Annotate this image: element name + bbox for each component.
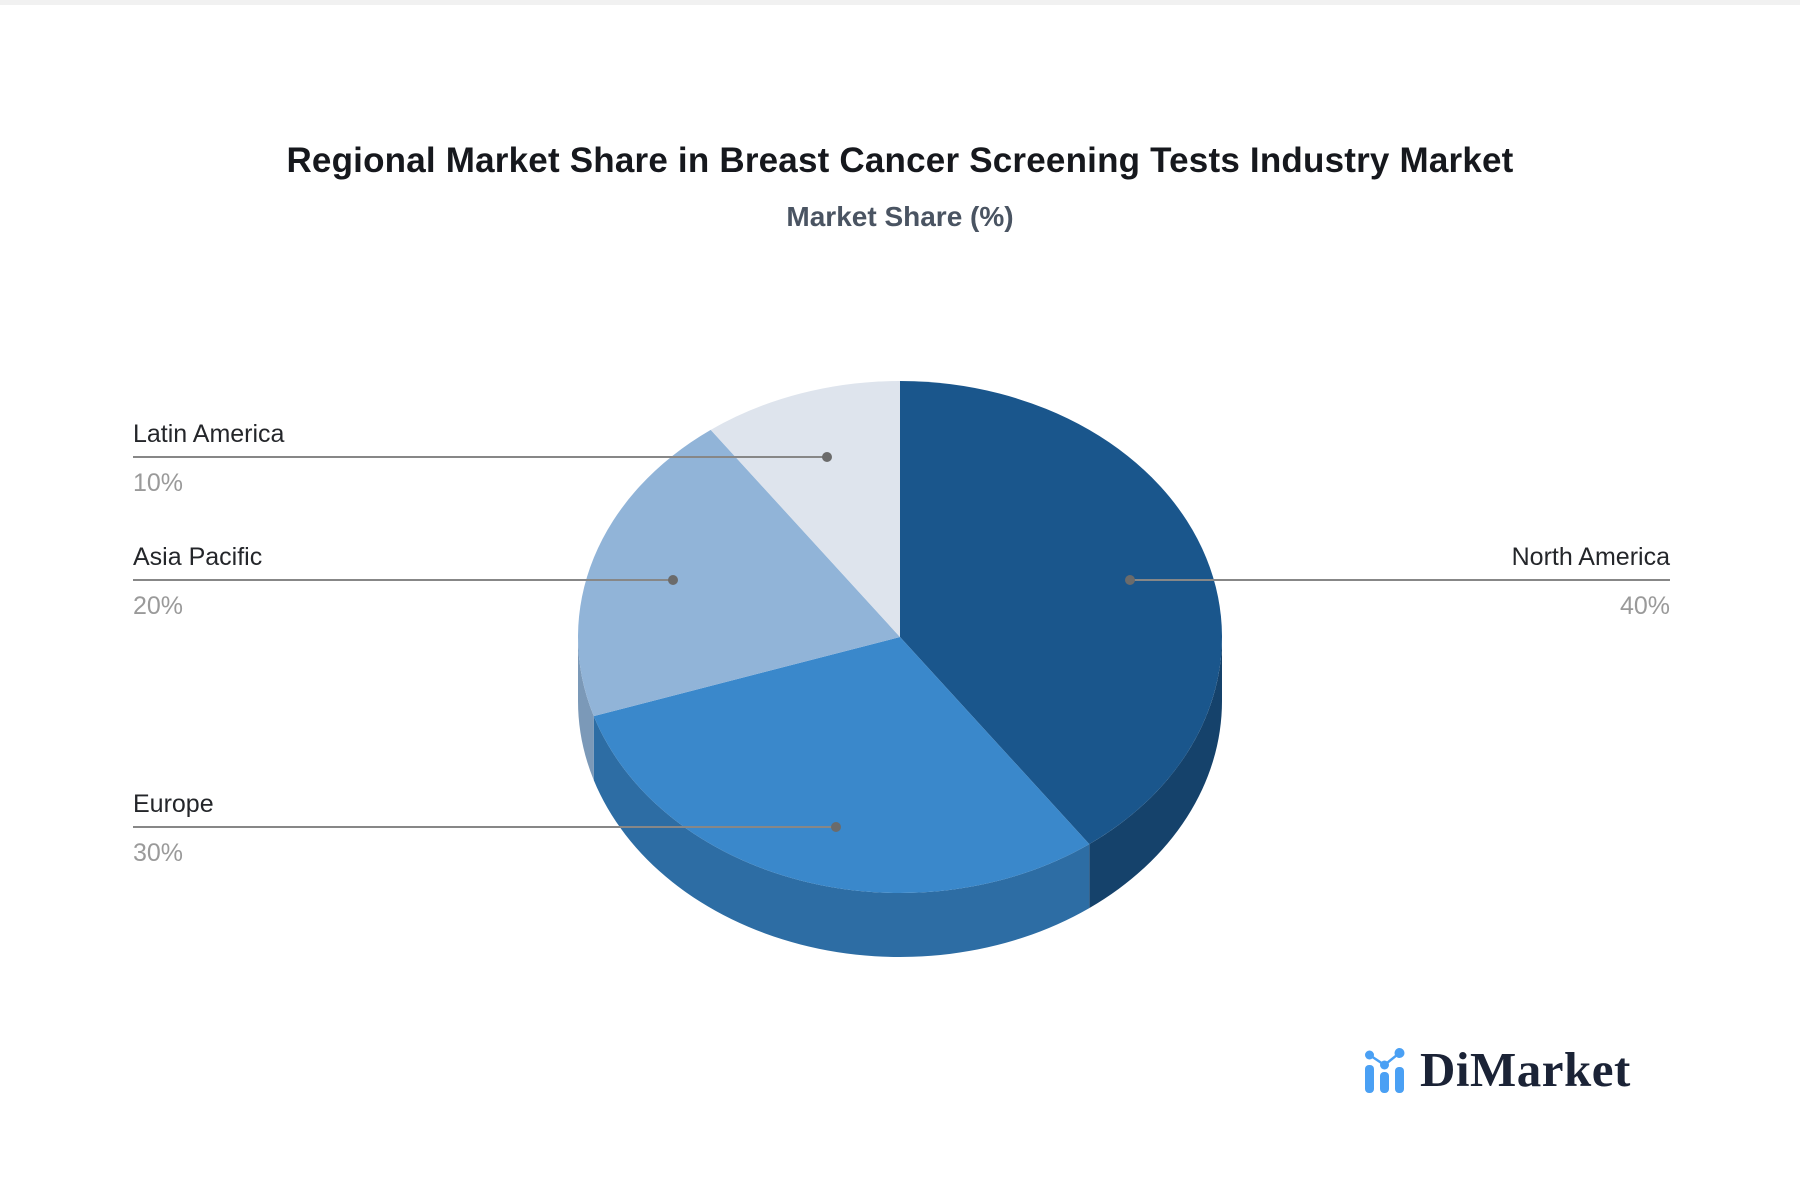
callout-line-europe (133, 826, 836, 828)
bar-chart-logo-icon (1365, 1048, 1405, 1093)
chart-subtitle: Market Share (%) (786, 201, 1014, 232)
chart-title: Regional Market Share in Breast Cancer S… (286, 141, 1514, 180)
pie-slice-side-europe (593, 716, 1090, 957)
pie-slice-side-asia-pacific (578, 637, 594, 781)
callout-line-north-america (1130, 579, 1670, 581)
callout-value-asia-pacific: 20% (133, 592, 184, 620)
pie-chart (578, 381, 1222, 957)
callout-label-asia-pacific: Asia Pacific (133, 543, 263, 571)
dimarket-logo: DiMarket (1363, 1045, 1631, 1095)
pie-slice-side-north-america (1089, 637, 1222, 909)
callout-value-north-america: 40% (1619, 592, 1670, 620)
callout-dot-latin-america (822, 452, 832, 462)
callout-value-europe: 30% (133, 839, 184, 867)
callout-line-latin-america (133, 456, 827, 458)
callout-dot-europe (831, 822, 841, 832)
pie-slice-europe (593, 637, 1090, 893)
pie-slice-latin-america (710, 381, 900, 637)
pie-slice-asia-pacific (578, 429, 900, 717)
callout-dot-asia-pacific (668, 575, 678, 585)
callout-value-latin-america: 10% (133, 469, 184, 497)
callout-label-europe: Europe (133, 790, 214, 818)
callout-label-latin-america: Latin America (133, 420, 285, 448)
callout-dot-north-america (1125, 575, 1135, 585)
dimarket-logo-text: DiMarket (1420, 1042, 1631, 1097)
pie-slice-north-america (900, 381, 1222, 845)
callout-line-asia-pacific (133, 579, 673, 581)
callout-label-north-america: North America (1511, 543, 1670, 571)
